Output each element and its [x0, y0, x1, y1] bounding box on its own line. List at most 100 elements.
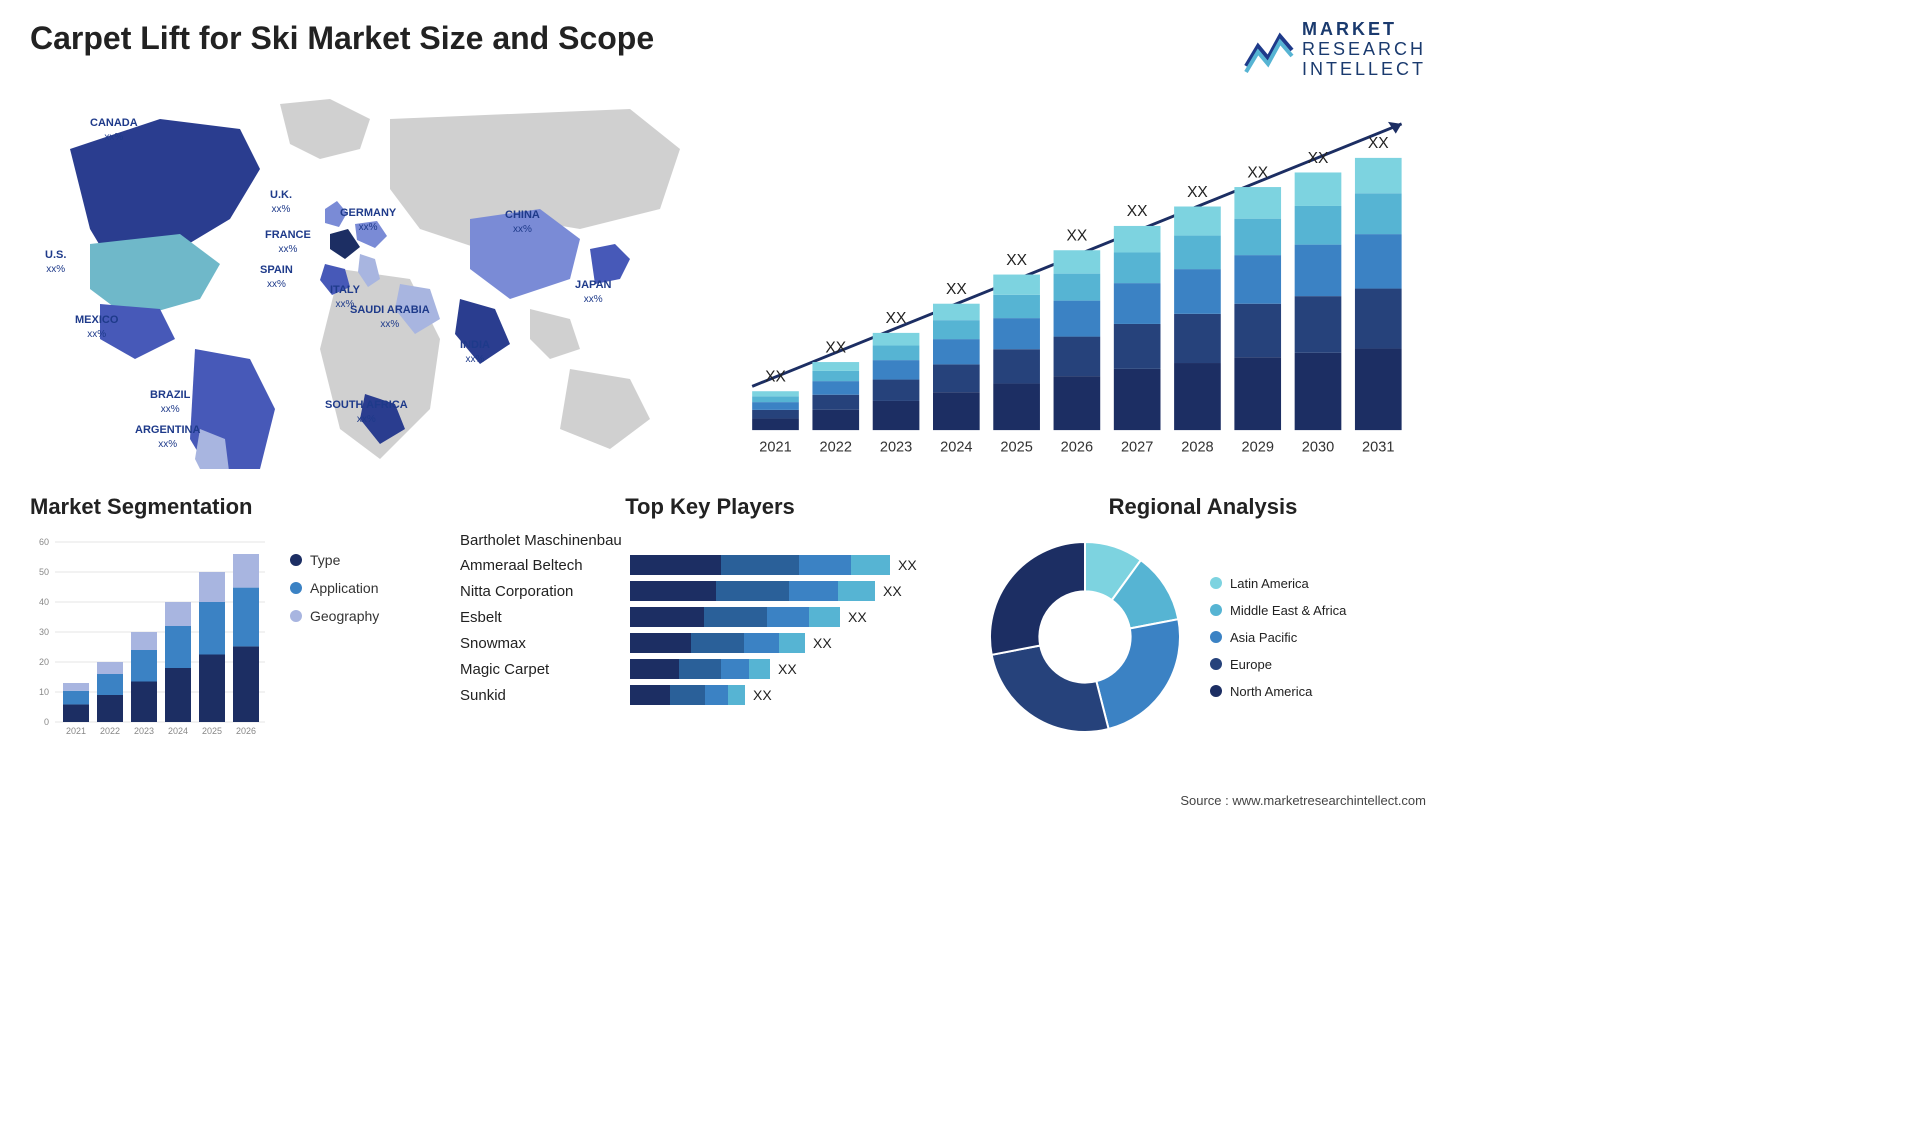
logo-line2: RESEARCH — [1302, 40, 1426, 60]
legend-label: Middle East & Africa — [1230, 603, 1346, 618]
player-name: Snowmax — [460, 635, 620, 652]
world-map-panel: CANADAxx% U.S.xx% MEXICOxx% BRAZILxx% ARGENT… — [30, 89, 690, 469]
svg-text:2022: 2022 — [820, 440, 852, 456]
svg-text:2021: 2021 — [759, 440, 791, 456]
map-label: GERMANYxx% — [340, 207, 396, 233]
legend-dot — [1210, 631, 1222, 643]
segmentation-chart: 0102030405060202120222023202420252026 — [30, 532, 270, 742]
regional-panel: Regional Analysis Latin America Middle Ea… — [980, 494, 1426, 764]
player-value: XX — [848, 609, 867, 625]
map-label: INDIAxx% — [460, 339, 490, 365]
player-bar: XX — [630, 685, 960, 705]
legend-label: North America — [1230, 684, 1312, 699]
player-bar: XX — [630, 555, 960, 575]
map-label: FRANCExx% — [265, 229, 311, 255]
svg-text:2022: 2022 — [100, 726, 120, 736]
logo-line3: INTELLECT — [1302, 60, 1426, 80]
legend-item: Middle East & Africa — [1210, 603, 1346, 618]
svg-text:XX: XX — [765, 369, 786, 386]
regional-title: Regional Analysis — [980, 494, 1426, 520]
svg-text:2023: 2023 — [134, 726, 154, 736]
legend-item: Latin America — [1210, 576, 1346, 591]
svg-text:2031: 2031 — [1362, 440, 1394, 456]
map-label: ARGENTINAxx% — [135, 424, 200, 450]
svg-text:XX: XX — [946, 281, 967, 298]
player-bar: XX — [630, 659, 960, 679]
svg-text:2028: 2028 — [1181, 440, 1213, 456]
player-name: Esbelt — [460, 609, 620, 626]
player-value: XX — [898, 557, 917, 573]
legend-label: Latin America — [1230, 576, 1309, 591]
player-row: Magic Carpet XX — [460, 659, 960, 679]
map-label: BRAZILxx% — [150, 389, 190, 415]
key-players-panel: Top Key Players Bartholet Maschinenbau Am… — [460, 494, 960, 764]
player-value: XX — [778, 661, 797, 677]
player-header-row: Bartholet Maschinenbau — [460, 532, 960, 549]
legend-dot — [290, 610, 302, 622]
logo-line1: MARKET — [1302, 20, 1426, 40]
segmentation-legend: TypeApplicationGeography — [290, 532, 379, 742]
player-row: Esbelt XX — [460, 607, 960, 627]
svg-text:XX: XX — [1368, 136, 1389, 153]
legend-dot — [290, 554, 302, 566]
map-label: SPAINxx% — [260, 264, 293, 290]
legend-label: Application — [310, 580, 379, 596]
svg-text:2026: 2026 — [1061, 440, 1093, 456]
legend-item: North America — [1210, 684, 1346, 699]
svg-text:40: 40 — [39, 597, 49, 607]
map-label: SAUDI ARABIAxx% — [350, 304, 430, 330]
segmentation-panel: Market Segmentation 01020304050602021202… — [30, 494, 440, 764]
players-list: Bartholet Maschinenbau Ammeraal BeltechXX… — [460, 532, 960, 705]
map-label: JAPANxx% — [575, 279, 611, 305]
map-label: CHINAxx% — [505, 209, 540, 235]
svg-text:2025: 2025 — [1000, 440, 1032, 456]
svg-text:2024: 2024 — [940, 440, 972, 456]
legend-item: Application — [290, 580, 379, 596]
map-label: U.S.xx% — [45, 249, 66, 275]
svg-text:XX: XX — [825, 340, 846, 357]
svg-text:2025: 2025 — [202, 726, 222, 736]
legend-label: Geography — [310, 608, 379, 624]
player-name: Nitta Corporation — [460, 583, 620, 600]
map-label: CANADAxx% — [90, 117, 138, 143]
player-value: XX — [813, 635, 832, 651]
legend-dot — [1210, 685, 1222, 697]
legend-dot — [1210, 577, 1222, 589]
main-bar-chart: XX 2021 XX 2022 XX 2023 XX 2024 XX 2025 XX 2026 XX 20… — [720, 89, 1426, 469]
player-bar: XX — [630, 581, 960, 601]
page-title: Carpet Lift for Ski Market Size and Scop… — [30, 20, 654, 57]
svg-text:2029: 2029 — [1242, 440, 1274, 456]
map-label: MEXICOxx% — [75, 314, 118, 340]
player-row: Snowmax XX — [460, 633, 960, 653]
brand-logo: MARKET RESEARCH INTELLECT — [1244, 20, 1426, 79]
player-name: Sunkid — [460, 687, 620, 704]
legend-dot — [290, 582, 302, 594]
player-bar: XX — [630, 607, 960, 627]
donut-chart — [980, 532, 1190, 742]
svg-text:2024: 2024 — [168, 726, 188, 736]
logo-icon — [1244, 26, 1294, 74]
legend-item: Europe — [1210, 657, 1346, 672]
svg-text:2023: 2023 — [880, 440, 912, 456]
player-row: Ammeraal BeltechXX — [460, 555, 960, 575]
legend-label: Asia Pacific — [1230, 630, 1297, 645]
svg-text:XX: XX — [1187, 184, 1208, 201]
svg-text:XX: XX — [886, 311, 907, 328]
svg-text:XX: XX — [1247, 165, 1268, 182]
segmentation-title: Market Segmentation — [30, 494, 440, 520]
svg-text:30: 30 — [39, 627, 49, 637]
player-row: Sunkid XX — [460, 685, 960, 705]
player-name: Bartholet Maschinenbau — [460, 532, 622, 549]
player-value: XX — [883, 583, 902, 599]
legend-item: Asia Pacific — [1210, 630, 1346, 645]
svg-text:0: 0 — [44, 717, 49, 727]
svg-text:XX: XX — [1308, 150, 1329, 167]
key-players-title: Top Key Players — [460, 494, 960, 520]
svg-text:2030: 2030 — [1302, 440, 1334, 456]
player-row: Nitta Corporation XX — [460, 581, 960, 601]
player-bar: XX — [630, 633, 960, 653]
legend-item: Geography — [290, 608, 379, 624]
svg-text:XX: XX — [1067, 228, 1088, 245]
player-name: Magic Carpet — [460, 661, 620, 678]
player-value: XX — [753, 687, 772, 703]
